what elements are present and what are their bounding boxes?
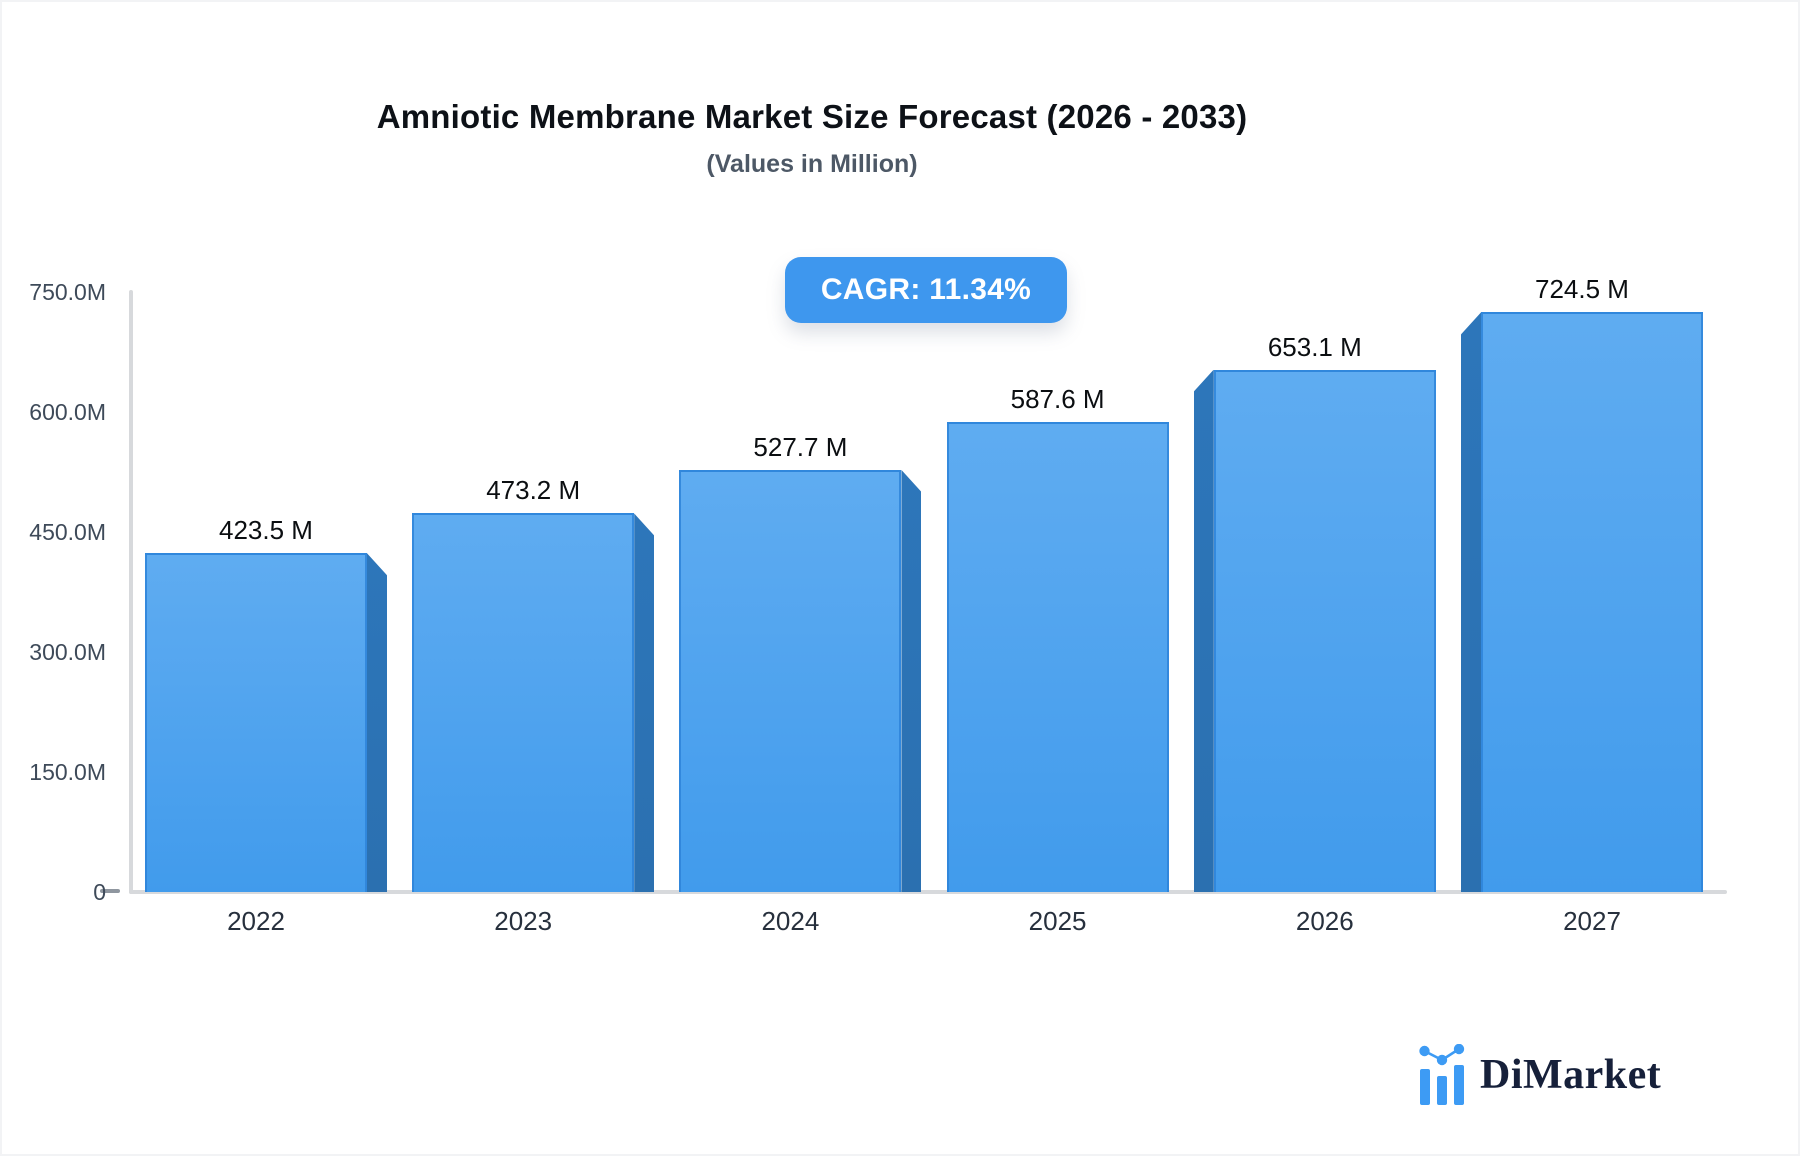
bar-value-label: 653.1 M [1267, 331, 1362, 362]
cagr-badge: CAGR: 11.34% [785, 257, 1067, 323]
y-axis-tick-label: 0 [93, 879, 106, 905]
cagr-badge-label: CAGR: 11.34% [820, 273, 1032, 306]
bar-3d-side [901, 469, 922, 892]
bar-3d-side [367, 553, 387, 892]
bar-line-chart-icon [1419, 1044, 1465, 1105]
bar-2023 [412, 513, 635, 892]
bar-value-label: 724.5 M [1535, 274, 1629, 305]
bar-3d-side [1461, 312, 1481, 892]
x-axis-label-2022: 2022 [227, 906, 285, 936]
x-axis-label-2027: 2027 [1563, 906, 1621, 936]
bar-value-label: 423.5 M [219, 515, 313, 546]
page-subtitle: (Values in Million) [706, 150, 918, 178]
y-axis-tick-label: 750.0M [29, 279, 106, 305]
y-axis-tick-label: 450.0M [29, 519, 106, 545]
x-axis-label-2026: 2026 [1295, 906, 1354, 936]
bar-value-label: 587.6 M [1010, 383, 1105, 414]
brand-name: DiMarket [1480, 1052, 1662, 1098]
bar-2027 [1481, 312, 1703, 892]
x-axis-label-2025: 2025 [1028, 906, 1087, 936]
brand-logo: DiMarket [1418, 1044, 1661, 1106]
x-axis-baseline [129, 890, 1727, 894]
bar-3d-side [634, 513, 655, 892]
y-axis-line [129, 290, 133, 894]
bar-3d-side [1193, 369, 1214, 892]
y-axis-tick-label: 600.0M [29, 399, 106, 425]
bar-2026 [1213, 369, 1436, 892]
bar-2025 [946, 421, 1169, 892]
x-axis-label-2023: 2023 [494, 906, 553, 936]
x-axis-label-2024: 2024 [761, 906, 820, 936]
zero-tick-mark [100, 889, 120, 893]
bar-value-label: 527.7 M [753, 431, 848, 462]
bar-value-label: 473.2 M [486, 475, 581, 506]
y-axis-tick-label: 300.0M [29, 639, 106, 665]
bar-2024 [679, 469, 902, 892]
y-axis-tick-label: 150.0M [29, 759, 106, 785]
bar-2022 [145, 553, 367, 892]
page-title: Amniotic Membrane Market Size Forecast (… [376, 98, 1248, 135]
